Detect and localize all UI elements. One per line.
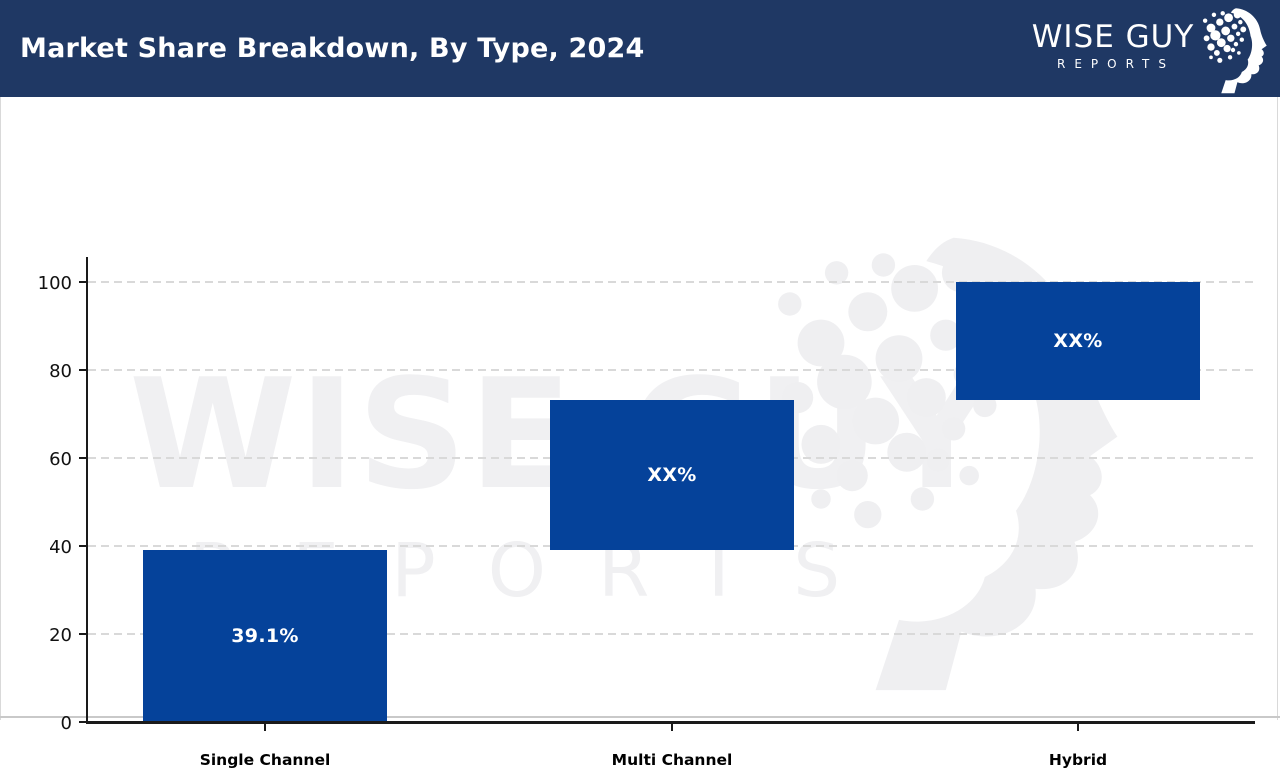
header-bar: Market Share Breakdown, By Type, 2024 WI… [0,0,1280,97]
x-category-label: Multi Channel [611,751,733,769]
y-tick-label-100: 100 [37,273,72,294]
face-profile-icon [1202,8,1267,94]
bar-value-label: XX% [647,463,697,486]
bar-segment-2: XX% [550,399,794,550]
y-tick-80 [79,369,86,371]
y-tick-label-80: 80 [49,361,72,382]
brand-subtitle: REPORTS [1056,57,1175,71]
brand-logo: WISE GUY REPORTS [1024,4,1274,94]
bar-segment-3: XX% [956,282,1200,400]
brand-logo-text: WISE GUY REPORTS [1024,19,1202,72]
y-tick-100 [79,281,86,283]
x-tick-3 [1077,724,1079,731]
y-tick-40 [79,545,86,547]
y-tick-60 [79,457,86,459]
y-tick-20 [79,633,86,635]
chart-canvas: WISE GUY REPORTS 02040608010039.1%Single… [0,97,1278,769]
page-title: Market Share Breakdown, By Type, 2024 [20,33,645,64]
gridline-y-100 [88,281,1253,283]
bar-value-label: XX% [1053,329,1103,352]
y-tick-0 [79,721,86,723]
brand-name: WISE GUY [1031,19,1195,55]
plot-area: 0 20 40 60 80 100 39.1% Single Channel XX% Multi … [38,257,1255,769]
x-tick-1 [264,724,266,731]
x-category-label: Single Channel [199,751,331,769]
y-tick-label-60: 60 [49,449,72,470]
y-axis-line [86,257,88,722]
gridline-y-80 [88,369,1253,371]
x-tick-2 [671,724,673,731]
y-tick-label-40: 40 [49,537,72,558]
bar-segment-1: 39.1% [143,549,387,722]
y-tick-label-0: 0 [60,713,72,734]
bar-value-label: 39.1% [231,624,299,647]
footer-divider [0,716,1280,718]
y-tick-label-20: 20 [49,625,72,646]
gridline-y-20 [88,633,1253,635]
x-category-label: Hybrid [1048,751,1108,769]
